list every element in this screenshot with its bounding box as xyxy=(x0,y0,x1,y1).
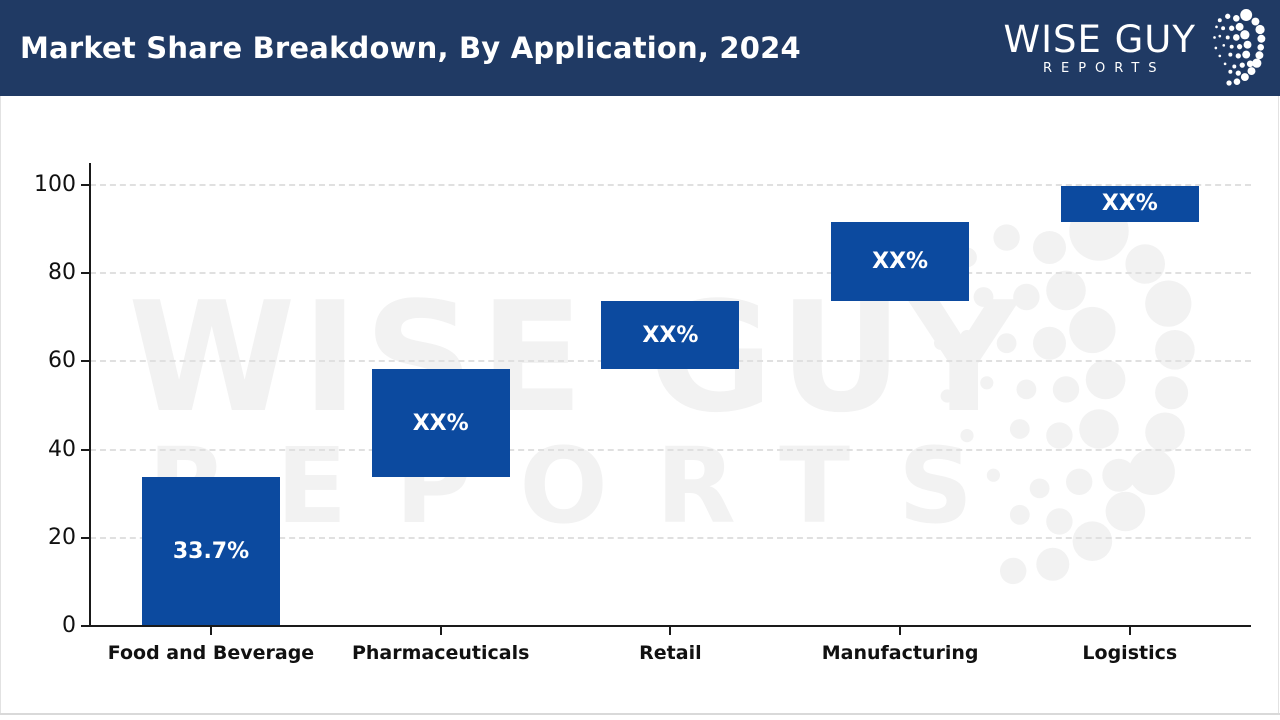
chart-plot-area: WISE GUY REPORTS 33.7% Food and Beverage X… xyxy=(0,96,1280,713)
x-tick-label: Manufacturing xyxy=(821,642,979,664)
watermark-brand-name: WISE GUY xyxy=(128,269,1025,446)
x-tick-label: Logistics xyxy=(1082,642,1178,664)
x-tick xyxy=(1128,627,1131,635)
bar-retail: XX% xyxy=(601,300,740,370)
watermark-dotted-head-icon xyxy=(934,201,1195,585)
y-tick-label: 40 xyxy=(48,436,76,462)
x-tick xyxy=(899,627,902,635)
y-tick xyxy=(81,184,89,186)
x-tick-label: Pharmaceuticals xyxy=(351,642,530,664)
bar-manufacturing: XX% xyxy=(831,221,970,301)
y-tick-label: 80 xyxy=(48,260,76,286)
bar-value-label: XX% xyxy=(642,322,699,348)
y-tick xyxy=(81,272,89,275)
bar-logistics: XX% xyxy=(1060,186,1199,222)
x-tick xyxy=(210,627,212,635)
frame-border-right xyxy=(1278,96,1279,714)
chart-title: Market Share Breakdown, By Application, … xyxy=(20,31,801,65)
bar-pharmaceuticals: XX% xyxy=(371,369,510,478)
y-tick xyxy=(81,448,89,451)
y-tick-label: 100 xyxy=(34,172,76,197)
x-tick xyxy=(439,627,442,635)
y-tick-label: 0 xyxy=(62,613,76,638)
x-axis-line xyxy=(89,625,1251,627)
brand-logo: WISE GUY REPORTS xyxy=(1004,3,1266,93)
watermark-brand-subname: REPORTS xyxy=(148,425,1022,547)
x-tick-label: Retail xyxy=(639,642,702,664)
y-tick xyxy=(81,360,89,363)
bar-value-label: XX% xyxy=(1101,191,1158,217)
bar-value-label: 33.7% xyxy=(172,539,250,565)
y-tick-label: 60 xyxy=(48,348,76,374)
gridline-80 xyxy=(90,272,1251,275)
x-tick xyxy=(669,627,672,635)
gridline-100 xyxy=(90,184,1251,186)
footer-divider xyxy=(0,713,1280,715)
brand-subname: REPORTS xyxy=(1042,61,1166,76)
y-tick xyxy=(81,625,89,627)
gridline-40 xyxy=(90,448,1251,451)
brand-name: WISE GUY xyxy=(1003,18,1196,61)
y-tick-label: 20 xyxy=(48,524,76,550)
brand-logo-text: WISE GUY REPORTS xyxy=(1004,21,1196,75)
frame-border-left xyxy=(0,96,1,714)
gridline-20 xyxy=(90,536,1251,539)
header-band: Market Share Breakdown, By Application, … xyxy=(0,0,1280,96)
y-tick xyxy=(81,536,89,539)
dotted-head-icon xyxy=(1213,9,1266,86)
x-tick-label: Food and Beverage xyxy=(107,642,315,664)
bar-value-label: XX% xyxy=(412,410,469,436)
bar-food-and-beverage: 33.7% xyxy=(142,477,280,626)
y-axis-line xyxy=(89,163,91,627)
bar-value-label: XX% xyxy=(872,248,929,274)
